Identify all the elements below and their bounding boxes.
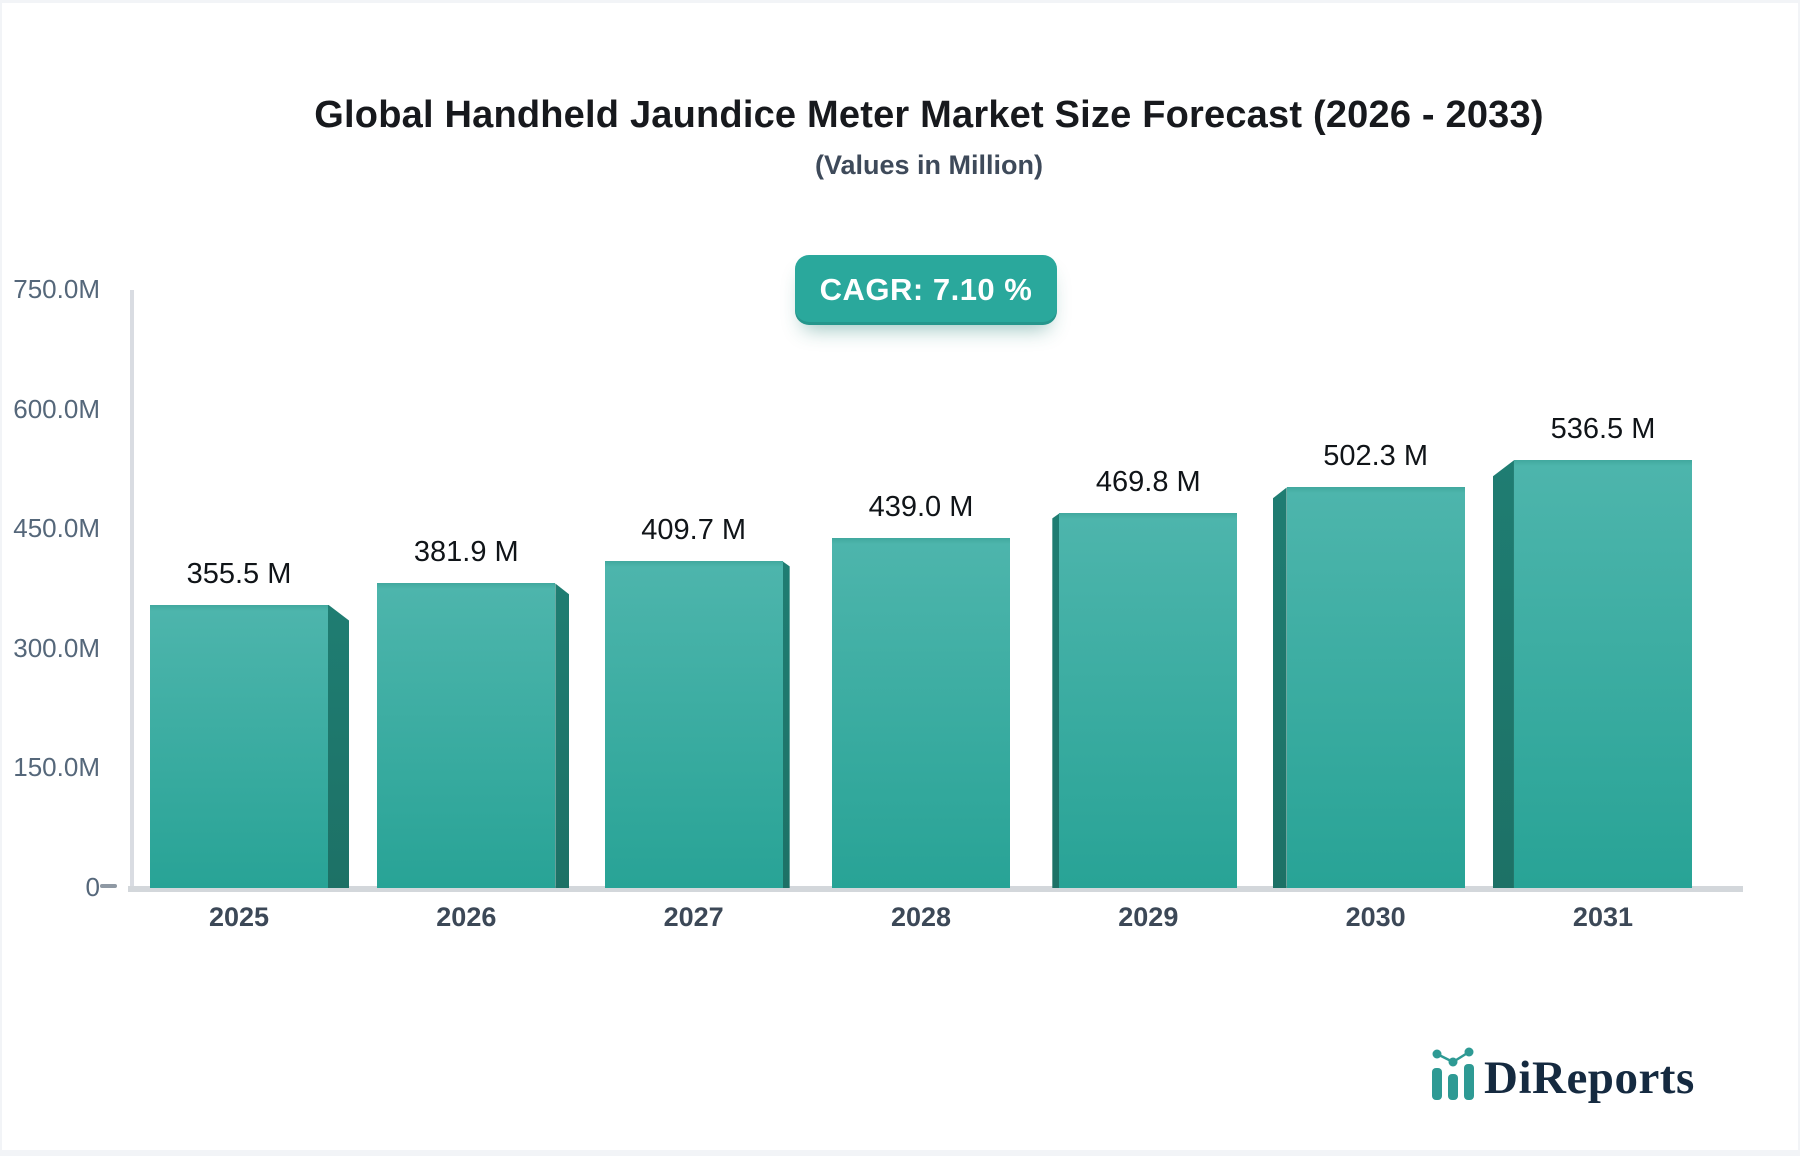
- y-axis-line: [130, 290, 134, 888]
- bar-value-label: 469.8 M: [1095, 466, 1201, 499]
- bar-2031: [1513, 460, 1692, 888]
- mini-bar-line-chart-icon: [1432, 1047, 1474, 1100]
- bar-3d-side: [328, 604, 349, 888]
- x-tick-label: 2030: [1345, 902, 1406, 932]
- bar-2025: [150, 604, 328, 888]
- bar-2029: [1059, 513, 1238, 888]
- bar-value-label: 355.5 M: [186, 557, 292, 590]
- y-tick-label: 150.0M: [13, 752, 100, 783]
- bar-3d-side: [555, 583, 570, 888]
- x-tick-label: 2025: [208, 902, 270, 932]
- bar-3d-side: [1492, 460, 1514, 888]
- y-tick-label: 450.0M: [13, 513, 100, 544]
- x-tick-label: 2028: [890, 902, 952, 932]
- bar-3d-side: [782, 561, 790, 888]
- bar-2028: [831, 537, 1010, 888]
- brand-logo: DiReports: [1430, 1038, 1695, 1102]
- bar-2026: [377, 583, 556, 888]
- y-tick-label: 300.0M: [13, 632, 100, 663]
- bar-2027: [604, 561, 783, 888]
- bar-2030: [1286, 487, 1465, 888]
- bar-3d-side: [1272, 487, 1287, 888]
- zero-tick-mark: [100, 884, 117, 888]
- page-subtitle: (Values in Million): [814, 150, 1044, 180]
- bar-value-label: 381.9 M: [413, 536, 519, 569]
- bar-value-label: 439.0 M: [868, 490, 974, 523]
- y-tick-label: 600.0M: [13, 393, 100, 424]
- bar-3d-side: [1052, 513, 1060, 888]
- x-tick-label: 2027: [663, 902, 724, 932]
- bar-value-label: 502.3 M: [1323, 440, 1429, 473]
- cagr-badge: CAGR: 7.10 %: [795, 255, 1057, 325]
- x-axis-baseline: [128, 886, 1743, 892]
- x-tick-label: 2026: [436, 902, 497, 932]
- y-tick-label: 750.0M: [13, 274, 100, 304]
- cagr-badge-label: CAGR: 7.10 %: [819, 272, 1033, 307]
- x-tick-label: 2031: [1572, 902, 1633, 932]
- page-title: Global Handheld Jaundice Meter Market Si…: [314, 94, 1544, 136]
- bar-value-label: 536.5 M: [1550, 413, 1656, 446]
- x-tick-label: 2029: [1118, 902, 1179, 932]
- bar-value-label: 409.7 M: [641, 514, 747, 547]
- brand-logo-text: DiReports: [1484, 1052, 1695, 1104]
- y-tick-label: 0: [85, 872, 100, 902]
